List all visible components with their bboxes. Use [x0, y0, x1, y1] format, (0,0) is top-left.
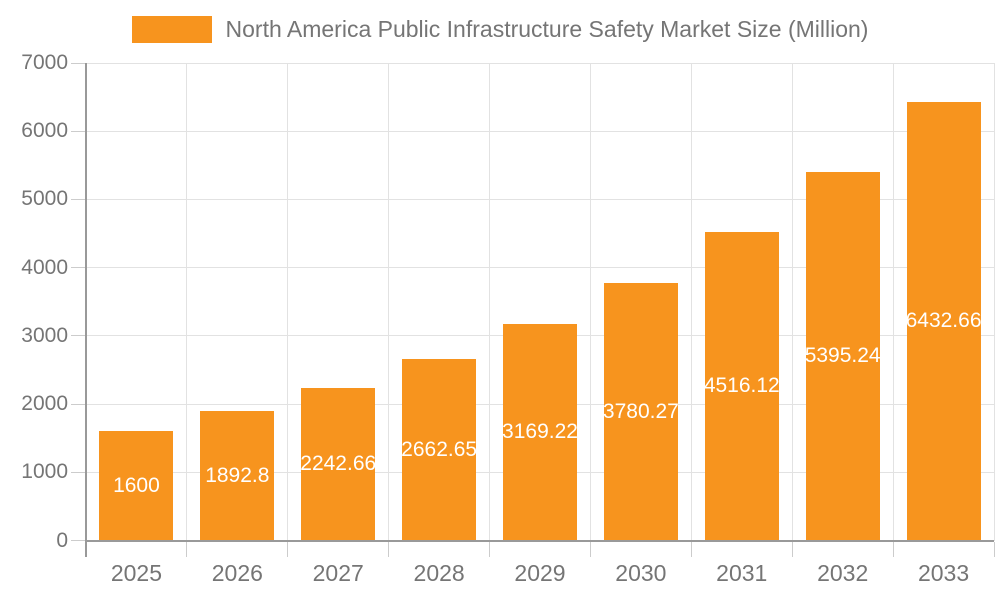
- legend-swatch[interactable]: [131, 16, 212, 43]
- y-axis-tick: [71, 130, 85, 132]
- y-axis-line: [84, 63, 87, 557]
- y-axis-tick: [71, 198, 85, 200]
- bar: 1892.8: [200, 411, 275, 541]
- legend-label: North America Public Infrastructure Safe…: [225, 16, 869, 42]
- bar-value-label: 2242.66: [301, 452, 376, 475]
- gridline-vertical: [388, 63, 390, 541]
- gridline-vertical: [892, 63, 894, 541]
- gridline-vertical: [791, 63, 793, 541]
- y-axis-label: 2000: [21, 392, 68, 416]
- gridline-vertical: [993, 63, 995, 541]
- y-axis-tick: [71, 403, 85, 405]
- x-axis-tick: [690, 541, 692, 557]
- bar: 1600: [99, 431, 174, 541]
- bar: 5395.24: [805, 172, 880, 541]
- x-axis-label: 2029: [514, 560, 566, 586]
- y-axis-label: 0: [56, 528, 68, 552]
- y-axis-label: 1000: [21, 460, 68, 484]
- bar-value-label: 1600: [113, 473, 160, 497]
- y-axis-tick: [71, 267, 85, 269]
- gridline-vertical: [186, 63, 188, 541]
- gridline-horizontal: [86, 130, 994, 132]
- bar: 2662.65: [402, 358, 477, 541]
- x-axis-label: 2028: [413, 560, 465, 586]
- gridline-vertical: [589, 63, 591, 541]
- bar-value-label: 2662.65: [402, 437, 477, 461]
- x-axis-tick: [589, 541, 591, 557]
- bar-value-label: 1892.8: [205, 463, 270, 487]
- y-axis-label: 6000: [21, 119, 68, 143]
- bar: 6432.66: [906, 101, 981, 541]
- x-axis-tick: [993, 541, 995, 557]
- x-axis-label: 2031: [716, 560, 768, 586]
- gridline-horizontal: [86, 267, 994, 269]
- gridline-horizontal: [86, 62, 994, 64]
- bar: 3780.27: [603, 282, 678, 541]
- bar-value-label: 4516.12: [704, 374, 779, 398]
- gridline-vertical: [690, 63, 692, 541]
- y-axis-tick: [71, 471, 85, 473]
- y-axis-label: 4000: [21, 255, 68, 279]
- bar-value-label: 3169.22: [503, 420, 577, 444]
- bar: 3169.22: [503, 324, 577, 541]
- y-axis-label: 3000: [21, 323, 68, 347]
- x-axis-label: 2033: [917, 560, 970, 586]
- gridline-horizontal: [86, 198, 994, 200]
- bar: 4516.12: [704, 232, 779, 541]
- bar: 2242.66: [301, 387, 376, 541]
- y-axis-tick: [71, 62, 85, 64]
- legend[interactable]: North America Public Infrastructure Safe…: [0, 16, 1000, 43]
- y-axis-tick: [71, 335, 85, 337]
- x-axis-tick: [791, 541, 793, 557]
- x-axis-label: 2030: [615, 560, 667, 586]
- y-axis-label: 5000: [21, 187, 68, 211]
- bar-value-label: 3780.27: [603, 399, 678, 423]
- x-axis-tick: [186, 541, 188, 557]
- y-axis-label: 7000: [21, 51, 68, 74]
- gridline-vertical: [287, 63, 289, 541]
- x-axis-tick: [388, 541, 390, 557]
- y-axis-tick: [71, 540, 85, 541]
- bar-value-label: 5395.24: [805, 344, 880, 368]
- gridline-vertical: [489, 63, 491, 541]
- x-axis-tick: [892, 541, 894, 557]
- x-axis-tick: [287, 541, 289, 557]
- x-axis-tick: [489, 541, 491, 557]
- bar-value-label: 6432.66: [906, 309, 981, 333]
- x-axis-label: 2025: [110, 560, 163, 586]
- x-axis-label: 2027: [312, 560, 364, 586]
- x-axis-label: 2026: [211, 560, 263, 586]
- x-axis-label: 2032: [817, 560, 869, 586]
- x-axis-line: [84, 539, 994, 542]
